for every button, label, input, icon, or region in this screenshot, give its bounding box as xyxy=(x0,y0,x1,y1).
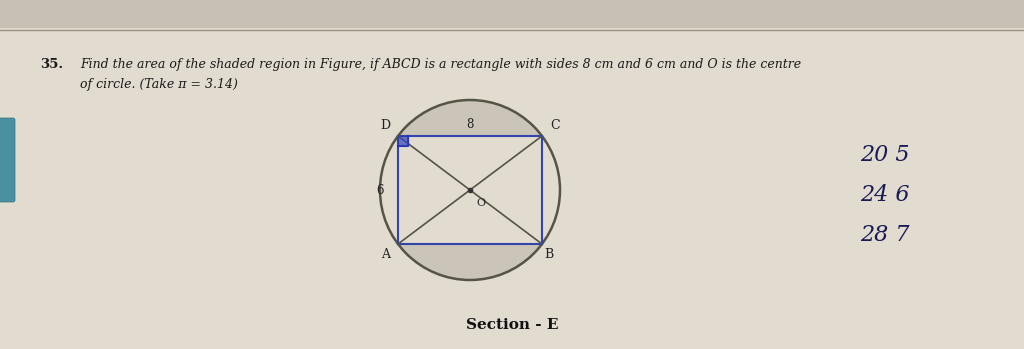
Text: 28 7: 28 7 xyxy=(860,224,909,246)
Text: A: A xyxy=(381,248,390,261)
Text: B: B xyxy=(545,248,554,261)
Text: 24 6: 24 6 xyxy=(860,184,909,206)
Text: 6: 6 xyxy=(377,184,384,196)
Text: of circle. (Take π = 3.14): of circle. (Take π = 3.14) xyxy=(80,78,238,91)
Polygon shape xyxy=(398,100,542,136)
Text: 20 5: 20 5 xyxy=(860,144,909,166)
Text: 8: 8 xyxy=(466,118,474,131)
Bar xyxy=(0,0,1024,28)
Text: Section - E: Section - E xyxy=(466,318,558,332)
Text: O: O xyxy=(476,198,485,208)
Polygon shape xyxy=(398,244,542,280)
Text: C: C xyxy=(550,119,560,132)
Text: 35.: 35. xyxy=(40,58,63,71)
Text: Find the area of the shaded region in Figure, if ABCD is a rectangle with sides : Find the area of the shaded region in Fi… xyxy=(80,58,801,71)
Polygon shape xyxy=(398,136,408,146)
Text: D: D xyxy=(380,119,390,132)
FancyBboxPatch shape xyxy=(0,118,15,202)
